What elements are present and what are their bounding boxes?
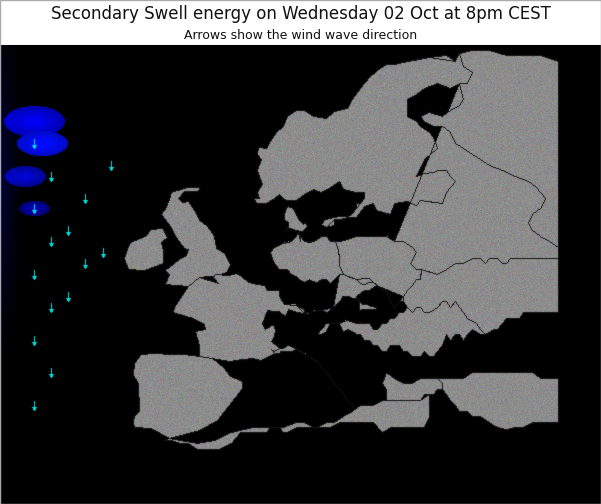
Text: Arrows show the wind wave direction: Arrows show the wind wave direction (184, 29, 417, 42)
Text: Secondary Swell energy on Wednesday 02 Oct at 8pm CEST: Secondary Swell energy on Wednesday 02 O… (50, 6, 551, 23)
